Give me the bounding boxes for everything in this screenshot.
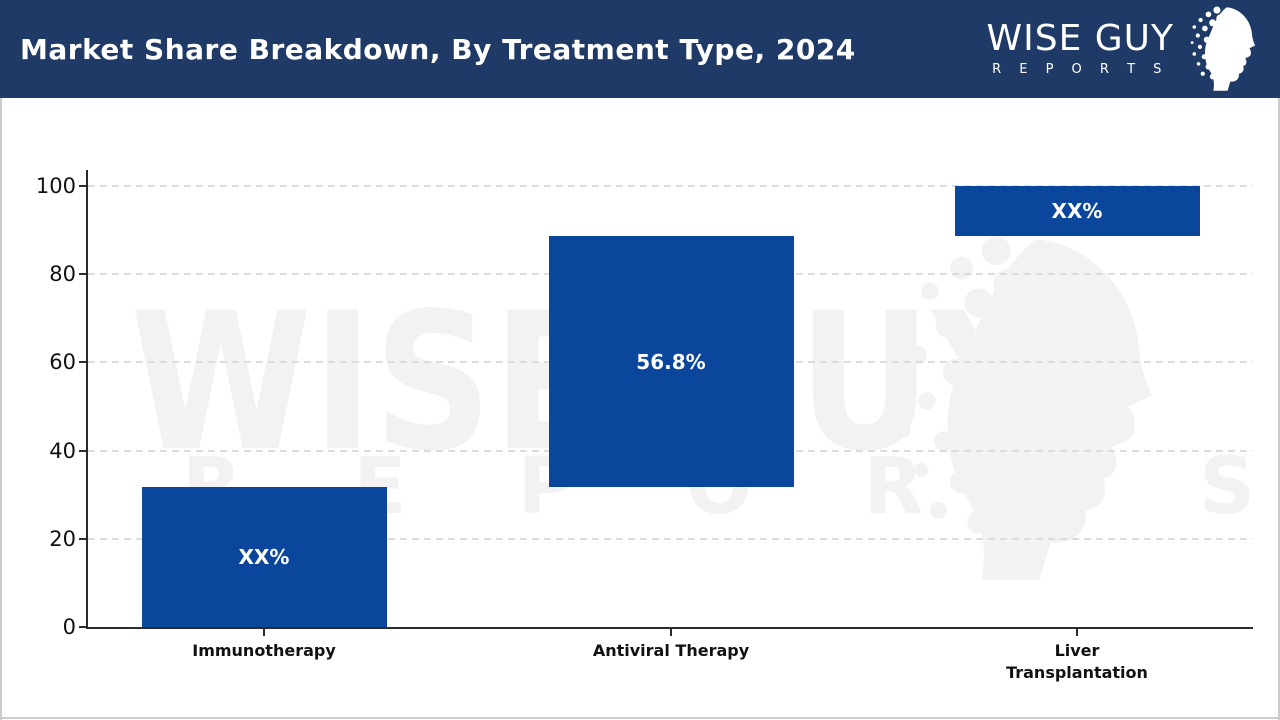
- bar-value-label: XX%: [238, 544, 290, 569]
- y-gridline: [88, 185, 1253, 187]
- y-tick-mark: [79, 626, 88, 628]
- dotted-head-icon: [1190, 6, 1256, 91]
- y-tick-mark: [79, 185, 88, 187]
- y-tick-mark: [79, 537, 88, 540]
- bar: 56.8%: [548, 236, 794, 487]
- logo-wise-guy-label: WISE GUY: [986, 18, 1174, 59]
- x-category-label: Liver Transplantation: [1006, 641, 1148, 682]
- y-tick-label: 80: [49, 262, 76, 287]
- y-gridline: [88, 537, 1253, 540]
- y-tick-label: 20: [49, 526, 76, 551]
- y-axis-line: [86, 170, 88, 629]
- y-tick-label: 60: [49, 350, 76, 375]
- page-border-bottom: [0, 717, 1280, 719]
- y-tick-mark: [79, 361, 88, 364]
- logo-reports-label: R E P O R T S: [992, 62, 1169, 77]
- y-tick-mark: [79, 449, 88, 452]
- page-border-right: [1278, 0, 1280, 720]
- y-tick-label: 0: [62, 615, 76, 639]
- wise-guy-reports-logo: WISE GUY R E P O R T S: [987, 0, 1269, 98]
- bar-value-label: XX%: [1051, 199, 1103, 224]
- x-tick-mark: [1076, 628, 1078, 636]
- y-tick-label: 100: [35, 174, 76, 198]
- bar: XX%: [141, 486, 387, 627]
- x-tick-mark: [263, 628, 265, 636]
- bar: XX%: [954, 186, 1200, 237]
- logo-text: WISE GUY R E P O R T S: [987, 19, 1175, 79]
- bar-value-label: 56.8%: [636, 349, 706, 374]
- x-category-label: Immunotherapy: [192, 641, 336, 660]
- x-axis-line: [86, 627, 1253, 629]
- header-bar: Market Share Breakdown, By Treatment Typ…: [0, 0, 1280, 98]
- dotted-head-watermark-icon: [889, 236, 1152, 580]
- y-tick-label: 40: [49, 438, 76, 463]
- x-tick-mark: [670, 628, 672, 636]
- y-tick-mark: [79, 273, 88, 276]
- x-category-label: Antiviral Therapy: [592, 641, 750, 660]
- page-border-left: [0, 98, 2, 720]
- page-title: Market Share Breakdown, By Treatment Typ…: [20, 32, 856, 66]
